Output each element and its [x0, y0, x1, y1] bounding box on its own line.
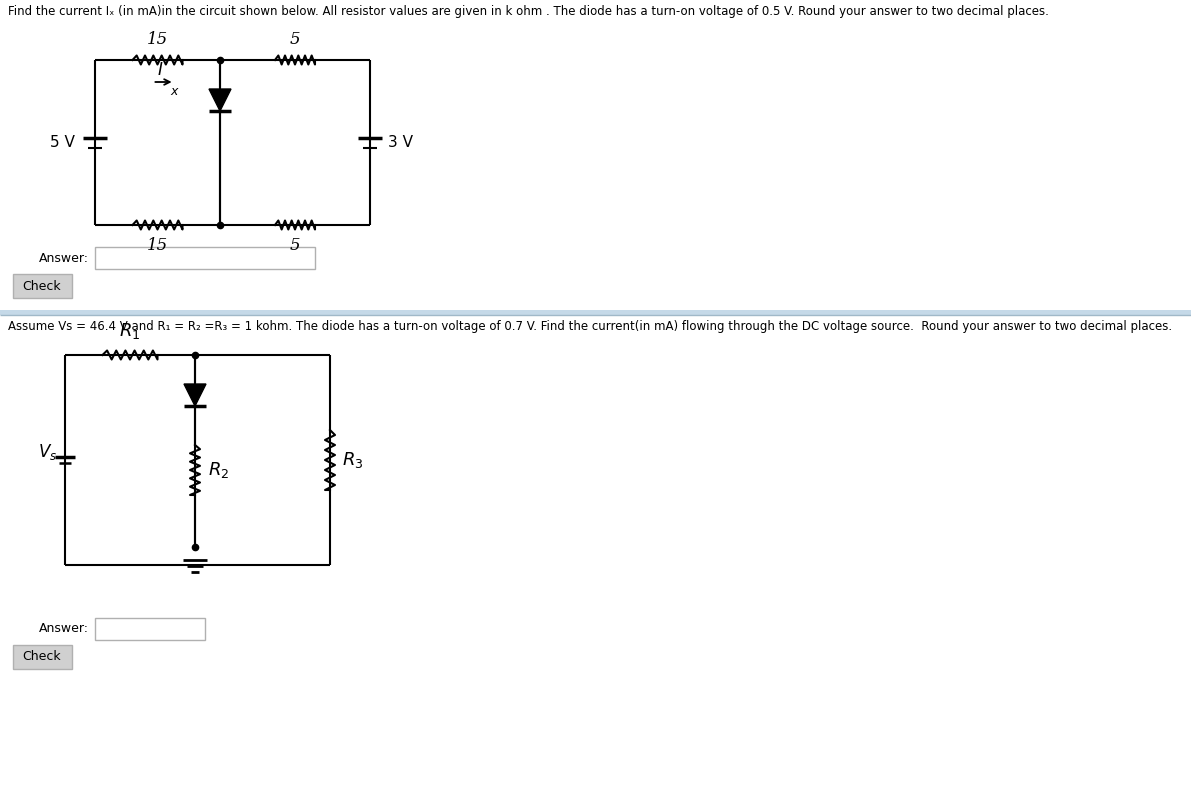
- Text: 5 V: 5 V: [50, 135, 75, 150]
- Text: $I$: $I$: [157, 62, 163, 79]
- Text: 3 V: 3 V: [388, 135, 413, 150]
- Bar: [0, 0, 1191, 310]
- Text: 5: 5: [289, 31, 300, 48]
- Bar: [95, 247, 314, 269]
- Text: $R_3$: $R_3$: [342, 450, 363, 470]
- Text: $R_1$: $R_1$: [119, 321, 141, 341]
- Polygon shape: [208, 89, 231, 111]
- Bar: [0, 315, 1191, 795]
- Bar: [95, 618, 205, 640]
- FancyBboxPatch shape: [13, 274, 71, 298]
- Text: $x$: $x$: [170, 85, 180, 98]
- FancyBboxPatch shape: [13, 645, 71, 669]
- Text: Answer:: Answer:: [39, 622, 89, 635]
- Polygon shape: [183, 384, 206, 406]
- Text: $R_2$: $R_2$: [208, 460, 229, 480]
- Text: Check: Check: [23, 280, 61, 293]
- Text: Check: Check: [23, 650, 61, 664]
- Text: 15: 15: [146, 237, 168, 254]
- Text: Find the current Iₓ (in mA)in the circuit shown below. All resistor values are g: Find the current Iₓ (in mA)in the circui…: [8, 5, 1049, 18]
- Text: Answer:: Answer:: [39, 251, 89, 265]
- Text: Assume Vs = 46.4 V and R₁ = R₂ =R₃ = 1 kohm. The diode has a turn-on voltage of : Assume Vs = 46.4 V and R₁ = R₂ =R₃ = 1 k…: [8, 320, 1172, 333]
- Text: $V_s$: $V_s$: [38, 442, 57, 462]
- Text: 15: 15: [146, 31, 168, 48]
- Text: 5: 5: [289, 237, 300, 254]
